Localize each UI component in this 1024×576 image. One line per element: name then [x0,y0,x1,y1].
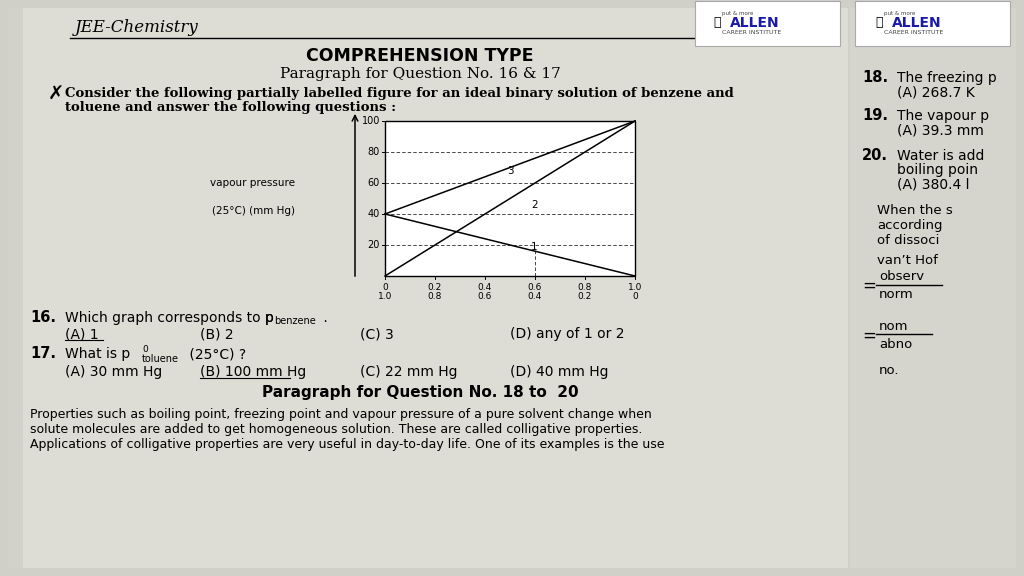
Text: 0.4: 0.4 [528,292,542,301]
Text: 0.8: 0.8 [428,292,442,301]
Text: put & more: put & more [722,12,754,17]
Bar [385,121,635,276]
Text: 20: 20 [368,240,380,250]
Text: 0.4: 0.4 [478,283,493,292]
Text: (A) 1: (A) 1 [65,327,98,341]
Text: (25°C) ?: (25°C) ? [185,347,246,361]
Bar [695,1,840,46]
Text: CAREER INSTITUTE: CAREER INSTITUTE [722,29,781,35]
Text: Paragraph for Question No. 16 & 17: Paragraph for Question No. 16 & 17 [280,67,560,81]
Text: (B) 2: (B) 2 [200,327,233,341]
Text: 0: 0 [382,283,388,292]
Text: (B) 100 mm Hg: (B) 100 mm Hg [200,365,306,379]
Text: 1: 1 [530,241,537,252]
Text: according: according [877,219,942,233]
Text: 0.6: 0.6 [478,292,493,301]
Text: ✗: ✗ [48,85,65,104]
Text: 3: 3 [507,166,513,176]
Text: solute molecules are added to get homogeneous solution. These are called colliga: solute molecules are added to get homoge… [30,423,642,436]
Text: van’t Hof: van’t Hof [877,255,938,267]
Text: nom: nom [879,320,908,332]
Text: of dissoci: of dissoci [877,234,939,248]
Text: 0.8: 0.8 [578,283,592,292]
Text: 0.2: 0.2 [578,292,592,301]
Text: vapour pressure: vapour pressure [210,178,295,188]
Text: toluene and answer the following questions :: toluene and answer the following questio… [65,101,396,115]
Text: 100: 100 [361,116,380,126]
Text: 0.2: 0.2 [428,283,442,292]
Text: boiling poin: boiling poin [897,163,978,177]
Text: The freezing p: The freezing p [897,71,996,85]
Text: ALLEN: ALLEN [892,16,942,30]
Text: Properties such as boiling point, freezing point and vapour pressure of a pure s: Properties such as boiling point, freezi… [30,408,651,421]
Text: (A) 268.7 K: (A) 268.7 K [897,86,975,100]
Text: 🐠: 🐠 [713,17,721,29]
Text: Water is add: Water is add [897,149,984,163]
Bar [855,1,1010,46]
Text: (D) 40 mm Hg: (D) 40 mm Hg [510,365,608,379]
Text: observ: observ [879,271,924,283]
Text: 80: 80 [368,147,380,157]
Bar [850,8,1016,568]
Text: 2: 2 [531,200,539,210]
Text: 19.: 19. [862,108,888,123]
Text: ALLEN: ALLEN [730,16,779,30]
Text: COMPREHENSION TYPE: COMPREHENSION TYPE [306,47,534,65]
Text: What is p: What is p [65,347,130,361]
Text: benzene: benzene [274,316,315,326]
Text: 0: 0 [632,292,638,301]
Text: JEE-Chemistry: JEE-Chemistry [75,20,199,36]
Text: abno: abno [879,338,912,351]
Text: norm: norm [879,287,913,301]
Text: toluene: toluene [142,354,179,364]
Text: (C) 3: (C) 3 [360,327,394,341]
Text: 16.: 16. [30,310,56,325]
Bar [8,8,848,568]
Text: =: = [862,277,876,295]
Text: (25°C) (mm Hg): (25°C) (mm Hg) [212,206,295,216]
Text: =: = [862,327,876,345]
Text: Which graph corresponds to p: Which graph corresponds to p [65,311,273,325]
Text: When the s: When the s [877,204,952,218]
Text: The vapour p: The vapour p [897,109,989,123]
Bar [8,8,23,568]
Text: 40: 40 [368,209,380,219]
Text: no.: no. [879,365,899,377]
Text: Applications of colligative properties are very useful in day-to-day life. One o: Applications of colligative properties a… [30,438,665,451]
Text: 60: 60 [368,178,380,188]
Text: 18.: 18. [862,70,888,85]
Text: .: . [319,311,328,325]
Text: Paragraph for Question No. 18 to  20: Paragraph for Question No. 18 to 20 [262,385,579,400]
Text: 0: 0 [142,344,147,354]
Text: (A) 39.3 mm: (A) 39.3 mm [897,124,984,138]
Text: 0.6: 0.6 [527,283,542,292]
Text: 17.: 17. [30,347,56,362]
Text: 1.0: 1.0 [378,292,392,301]
Text: Consider the following partially labelled figure for an ideal binary solution of: Consider the following partially labelle… [65,86,734,100]
Text: put & more: put & more [884,12,915,17]
Text: (A) 380.4 l: (A) 380.4 l [897,178,970,192]
Text: 🐠: 🐠 [874,17,883,29]
Text: (C) 22 mm Hg: (C) 22 mm Hg [360,365,458,379]
Text: CAREER INSTITUTE: CAREER INSTITUTE [884,29,943,35]
Text: (D) any of 1 or 2: (D) any of 1 or 2 [510,327,625,341]
Text: p: p [265,311,273,325]
Text: 20.: 20. [862,149,888,164]
Text: (A) 30 mm Hg: (A) 30 mm Hg [65,365,162,379]
Text: 1.0: 1.0 [628,283,642,292]
